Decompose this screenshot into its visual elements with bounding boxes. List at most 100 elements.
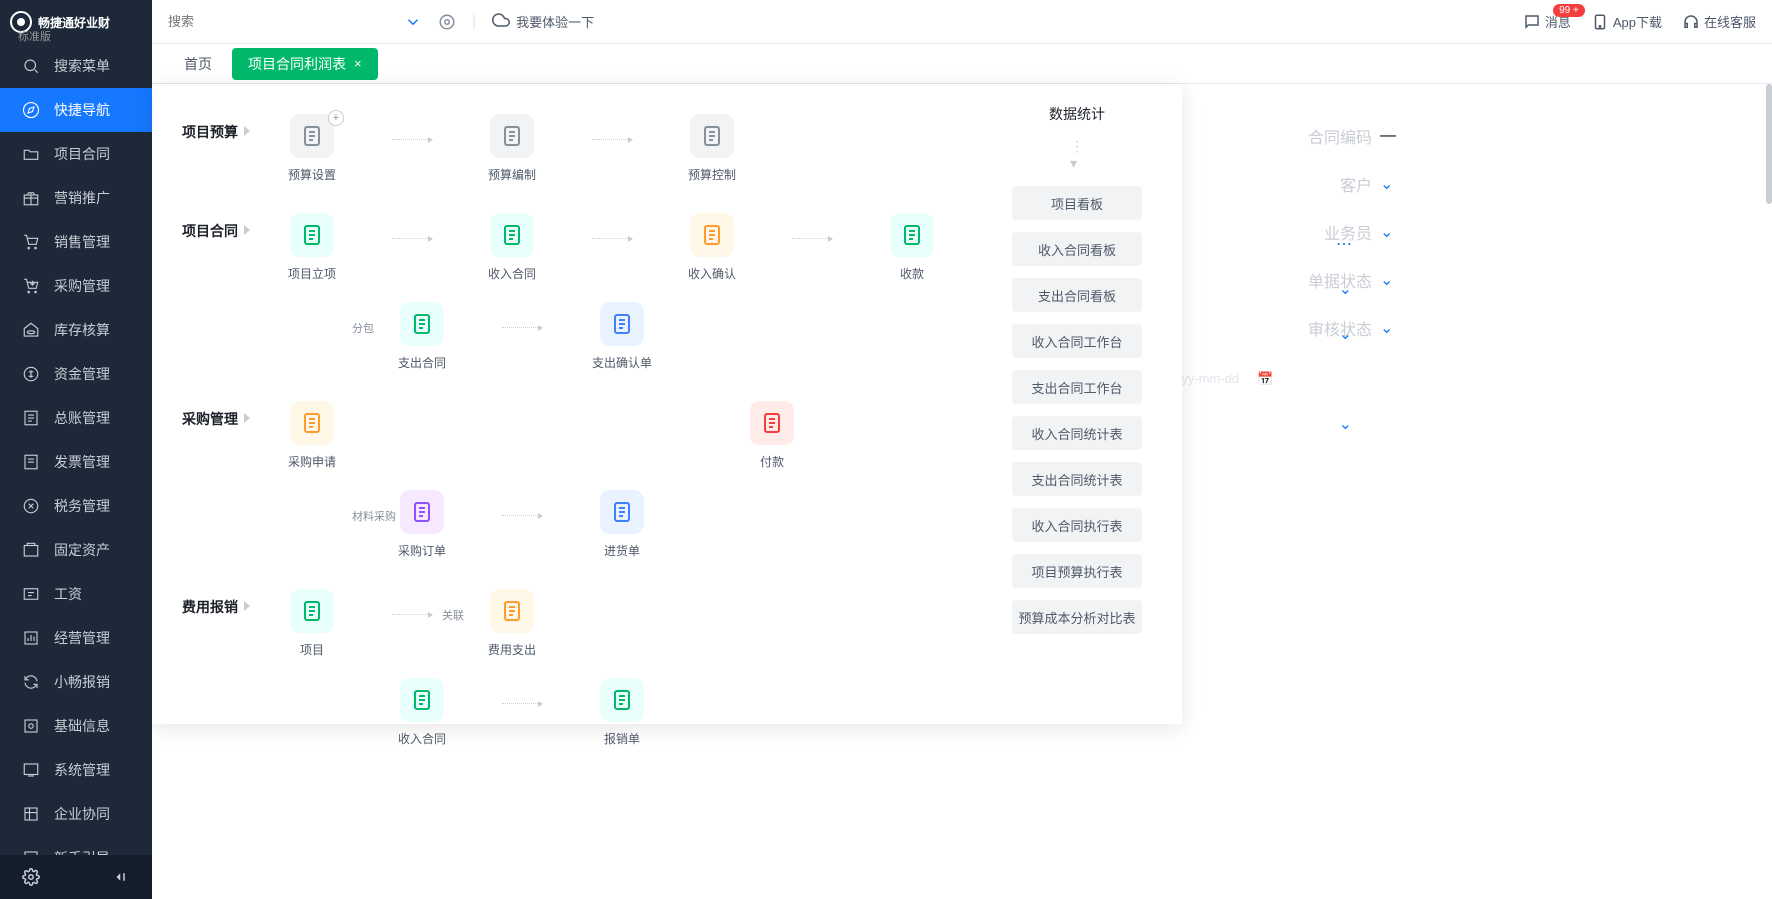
flow-node[interactable]: 报销单 bbox=[592, 678, 652, 747]
cart-in-icon bbox=[22, 277, 40, 295]
header-msg-button[interactable]: 消息99 + bbox=[1523, 12, 1571, 31]
flow-node[interactable]: 分包支出合同 bbox=[392, 302, 452, 371]
stats-button[interactable]: 预算成本分析对比表 bbox=[1012, 600, 1142, 634]
stats-button[interactable]: 收入合同看板 bbox=[1012, 232, 1142, 266]
flow-node[interactable]: 关联费用支出 bbox=[482, 589, 542, 658]
chevron-down-icon[interactable]: ⌄ bbox=[1380, 270, 1393, 290]
flow-node[interactable]: 预算编制 bbox=[482, 114, 542, 183]
sidebar-item-ent[interactable]: 企业协同 bbox=[0, 792, 152, 836]
sidebar-item-sys[interactable]: 系统管理 bbox=[0, 748, 152, 792]
sidebar-item-folder[interactable]: 项目合同 bbox=[0, 132, 152, 176]
sidebar-item-label: 系统管理 bbox=[54, 760, 110, 780]
sidebar-item-label: 固定资产 bbox=[54, 540, 110, 560]
chevron-down-icon[interactable]: ⌄ bbox=[1380, 222, 1393, 242]
node-icon bbox=[750, 401, 794, 445]
flow-node[interactable]: 项目立项 bbox=[282, 213, 342, 282]
sidebar-item-label: 搜索菜单 bbox=[54, 56, 110, 76]
stats-button[interactable]: 支出合同统计表 bbox=[1012, 462, 1142, 496]
search-input[interactable] bbox=[168, 14, 328, 29]
stats-button[interactable]: 收入合同统计表 bbox=[1012, 416, 1142, 450]
settings-icon[interactable] bbox=[22, 868, 40, 886]
sidebar-item-label: 快捷导航 bbox=[54, 100, 110, 120]
sidebar-item-base[interactable]: 基础信息 bbox=[0, 704, 152, 748]
flow-node[interactable]: 收入合同 bbox=[392, 678, 452, 747]
chevron-down-icon[interactable]: ⌄ bbox=[1380, 174, 1393, 194]
flow-node[interactable]: 收款 bbox=[882, 213, 942, 282]
header-search[interactable] bbox=[168, 14, 388, 29]
node-icon bbox=[690, 213, 734, 257]
node-icon bbox=[290, 589, 334, 633]
flow-node[interactable]: +预算设置 bbox=[282, 114, 342, 183]
stats-button[interactable]: 项目看板 bbox=[1012, 186, 1142, 220]
flow-node[interactable]: 收入确认 bbox=[682, 213, 742, 282]
sidebar-item-compass[interactable]: 快捷导航 bbox=[0, 88, 152, 132]
node-label: 采购订单 bbox=[398, 542, 446, 559]
connector bbox=[792, 238, 832, 239]
plus-icon[interactable]: + bbox=[328, 110, 344, 126]
section-title: 采购管理 bbox=[182, 401, 282, 559]
node-label: 采购申请 bbox=[288, 453, 336, 470]
sidebar-item-asset[interactable]: 固定资产 bbox=[0, 528, 152, 572]
node-label: 费用支出 bbox=[488, 641, 536, 658]
scrollbar[interactable] bbox=[1766, 84, 1772, 204]
sidebar-item-home-db[interactable]: 库存核算 bbox=[0, 308, 152, 352]
sidebar-item-label: 库存核算 bbox=[54, 320, 110, 340]
coin-icon bbox=[22, 365, 40, 383]
sidebar-item-ledger[interactable]: 总账管理 bbox=[0, 396, 152, 440]
cloud-icon bbox=[492, 11, 510, 32]
chevron-down-icon[interactable]: ⌄ bbox=[1380, 318, 1393, 338]
flow-node[interactable]: 采购申请 bbox=[282, 401, 342, 470]
node-icon bbox=[490, 589, 534, 633]
stats-button[interactable]: 支出合同工作台 bbox=[1012, 370, 1142, 404]
stats-button[interactable]: 收入合同工作台 bbox=[1012, 324, 1142, 358]
sidebar-item-invoice[interactable]: 发票管理 bbox=[0, 440, 152, 484]
sidebar-item-coin[interactable]: 资金管理 bbox=[0, 352, 152, 396]
gear-icon[interactable] bbox=[438, 13, 456, 31]
header-headset-button[interactable]: 在线客服 bbox=[1682, 12, 1756, 31]
sidebar-item-refresh[interactable]: 小畅报销 bbox=[0, 660, 152, 704]
flow-node[interactable]: 材料采购采购订单 bbox=[392, 490, 452, 559]
sidebar-item-biz[interactable]: 经营管理 bbox=[0, 616, 152, 660]
form-field-contract-code: 合同编码— bbox=[1292, 124, 1712, 148]
stats-button[interactable]: 收入合同执行表 bbox=[1012, 508, 1142, 542]
flow-node[interactable]: 支出确认单 bbox=[592, 302, 652, 371]
connector bbox=[502, 327, 542, 328]
sidebar-item-label: 新手引导 bbox=[54, 848, 110, 855]
sidebar-item-salary[interactable]: 工资 bbox=[0, 572, 152, 616]
flow-node[interactable]: 预算控制 bbox=[682, 114, 742, 183]
tab-active[interactable]: 项目合同利润表 × bbox=[232, 48, 378, 80]
sidebar-item-cart-out[interactable]: 销售管理 bbox=[0, 220, 152, 264]
sidebar-item-tax[interactable]: 税务管理 bbox=[0, 484, 152, 528]
node-label: 收入确认 bbox=[688, 265, 736, 282]
sidebar-item-label: 小畅报销 bbox=[54, 672, 110, 692]
node-label: 收入合同 bbox=[398, 730, 446, 747]
node-icon bbox=[490, 213, 534, 257]
node-icon bbox=[290, 401, 334, 445]
section-title: 项目预算 bbox=[182, 114, 282, 183]
chevron-down-icon[interactable] bbox=[404, 13, 422, 31]
node-label: 预算编制 bbox=[488, 166, 536, 183]
collapse-sidebar-icon[interactable] bbox=[112, 868, 130, 886]
flow-node[interactable]: 进货单 bbox=[592, 490, 652, 559]
tab-home[interactable]: 首页 bbox=[168, 48, 228, 80]
sidebar-item-label: 销售管理 bbox=[54, 232, 110, 252]
sidebar-item-guide[interactable]: 新手引导 bbox=[0, 836, 152, 855]
headset-icon bbox=[1682, 13, 1700, 31]
sidebar-item-cart-in[interactable]: 采购管理 bbox=[0, 264, 152, 308]
flow-node[interactable]: 收入合同 bbox=[482, 213, 542, 282]
flow-node[interactable]: 项目 bbox=[282, 589, 342, 658]
asset-icon bbox=[22, 541, 40, 559]
stats-button[interactable]: 项目预算执行表 bbox=[1012, 554, 1142, 588]
header-download-button[interactable]: App下载 bbox=[1591, 12, 1662, 31]
node-label: 支出确认单 bbox=[592, 354, 652, 371]
gift-icon bbox=[22, 189, 40, 207]
stats-button[interactable]: 支出合同看板 bbox=[1012, 278, 1142, 312]
sidebar-item-label: 税务管理 bbox=[54, 496, 110, 516]
sidebar-item-gift[interactable]: 营销推广 bbox=[0, 176, 152, 220]
node-label: 进货单 bbox=[604, 542, 640, 559]
sidebar-item-search[interactable]: 搜索菜单 bbox=[0, 44, 152, 88]
flow-node[interactable]: 付款 bbox=[742, 401, 802, 470]
close-icon[interactable]: × bbox=[354, 56, 362, 71]
sidebar-item-label: 发票管理 bbox=[54, 452, 110, 472]
try-experience-button[interactable]: 我要体验一下 bbox=[492, 11, 594, 32]
